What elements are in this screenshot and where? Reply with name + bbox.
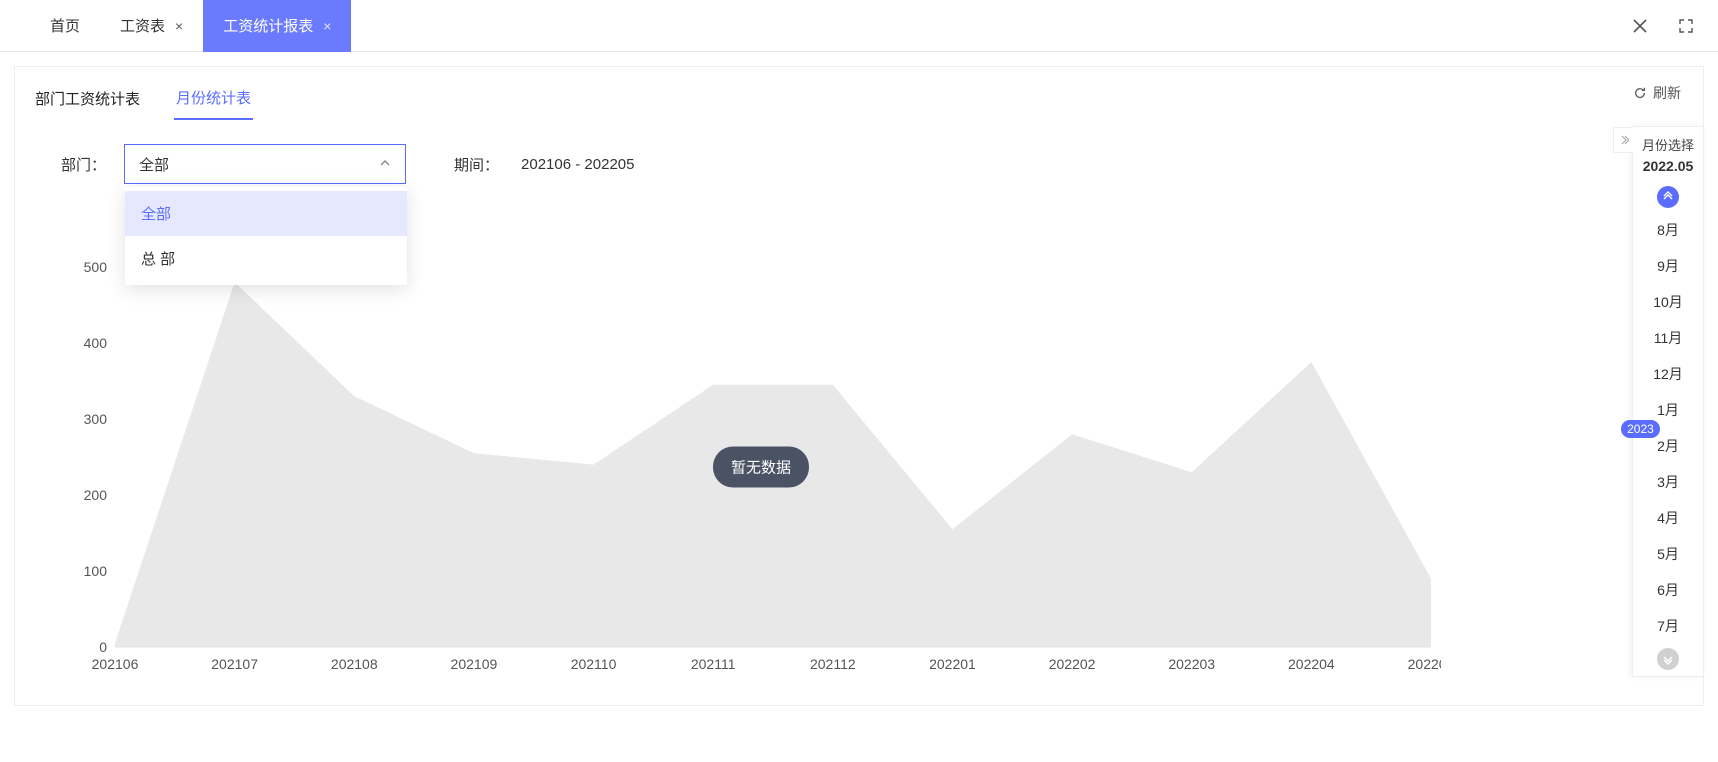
month-item[interactable]: 9月 <box>1657 252 1679 280</box>
tab-label: 工资统计报表 <box>223 15 313 36</box>
month-item[interactable]: 10月 <box>1653 288 1683 316</box>
close-icon[interactable]: × <box>323 18 331 34</box>
month-item[interactable]: 4月 <box>1657 504 1679 532</box>
tab-salary-stats[interactable]: 工资统计报表 × <box>203 0 351 52</box>
svg-text:202205: 202205 <box>1408 656 1441 672</box>
tab-label: 工资表 <box>120 15 165 36</box>
svg-text:500: 500 <box>84 259 108 275</box>
svg-text:202112: 202112 <box>810 656 856 672</box>
month-panel: 月份选择 2022.05 8月 9月 10月 11月 12月 1月2023 2月 3月 4月 5月… <box>1632 126 1704 677</box>
svg-text:202201: 202201 <box>929 656 976 672</box>
svg-text:202203: 202203 <box>1168 656 1215 672</box>
svg-text:200: 200 <box>84 487 108 503</box>
dept-label: 部门： <box>61 154 106 175</box>
month-item[interactable]: 1月2023 <box>1657 396 1679 424</box>
month-item[interactable]: 11月 <box>1654 324 1683 352</box>
tab-home[interactable]: 首页 <box>30 0 100 52</box>
refresh-label: 刷新 <box>1653 83 1681 103</box>
scroll-up-icon[interactable] <box>1657 186 1679 208</box>
month-scroll-list: 8月 9月 10月 11月 12月 1月2023 2月 3月 4月 5月 6月 7月 <box>1633 180 1703 676</box>
close-icon[interactable]: × <box>175 18 183 34</box>
dept-dropdown: 全部 总 部 <box>125 187 407 285</box>
svg-text:202109: 202109 <box>451 656 498 672</box>
month-item[interactable]: 8月 <box>1657 216 1679 244</box>
month-item[interactable]: 2月 <box>1657 432 1679 460</box>
filter-row: 部门： 全部 全部 总 部 期间： 202106 - 202205 <box>15 120 1703 184</box>
svg-text:202202: 202202 <box>1049 656 1096 672</box>
year-badge: 2023 <box>1621 420 1660 438</box>
close-window-icon[interactable] <box>1622 8 1658 44</box>
month-item[interactable]: 12月 <box>1653 360 1683 388</box>
subtab-month[interactable]: 月份统计表 <box>174 79 253 120</box>
svg-text:202110: 202110 <box>571 656 617 672</box>
scroll-down-icon[interactable] <box>1657 648 1679 670</box>
period-value: 202106 - 202205 <box>521 156 634 173</box>
svg-text:202106: 202106 <box>92 656 139 672</box>
dept-selected-value: 全部 <box>139 154 169 175</box>
dept-option-all[interactable]: 全部 <box>125 191 407 236</box>
svg-text:100: 100 <box>84 563 108 579</box>
sub-tabs: 部门工资统计表 月份统计表 刷新 <box>15 67 1703 120</box>
month-panel-title: 月份选择 <box>1633 127 1703 158</box>
dept-option-hq[interactable]: 总 部 <box>125 236 407 281</box>
collapse-handle-icon[interactable] <box>1613 127 1633 153</box>
chevron-up-icon <box>379 157 391 172</box>
top-right-controls <box>1622 0 1718 52</box>
top-tabs: 首页 工资表 × 工资统计报表 × <box>0 0 1718 52</box>
svg-text:202204: 202204 <box>1288 656 1335 672</box>
month-item[interactable]: 6月 <box>1657 576 1679 604</box>
svg-text:400: 400 <box>84 335 108 351</box>
month-item[interactable]: 5月 <box>1657 540 1679 568</box>
month-item[interactable]: 7月 <box>1657 612 1679 640</box>
period-label: 期间： <box>454 154 499 175</box>
tab-salary[interactable]: 工资表 × <box>100 0 203 52</box>
fullscreen-icon[interactable] <box>1668 8 1704 44</box>
month-current: 2022.05 <box>1633 158 1703 180</box>
dept-select[interactable]: 全部 全部 总 部 <box>124 144 406 184</box>
svg-text:0: 0 <box>99 639 107 655</box>
refresh-button[interactable]: 刷新 <box>1633 83 1681 103</box>
content-card: 部门工资统计表 月份统计表 刷新 部门： 全部 全部 总 部 期间： 20210… <box>14 66 1704 706</box>
refresh-icon <box>1633 86 1647 100</box>
svg-text:300: 300 <box>84 411 108 427</box>
month-item[interactable]: 3月 <box>1657 468 1679 496</box>
chart-area: 暂无数据 0 100 200 300 400 500 202106 202107 202108 2… <box>81 257 1441 677</box>
svg-text:202107: 202107 <box>211 656 258 672</box>
no-data-badge: 暂无数据 <box>713 447 809 488</box>
subtab-department[interactable]: 部门工资统计表 <box>33 80 142 119</box>
svg-text:202108: 202108 <box>331 656 378 672</box>
tab-label: 首页 <box>50 15 80 36</box>
svg-text:202111: 202111 <box>691 656 736 672</box>
